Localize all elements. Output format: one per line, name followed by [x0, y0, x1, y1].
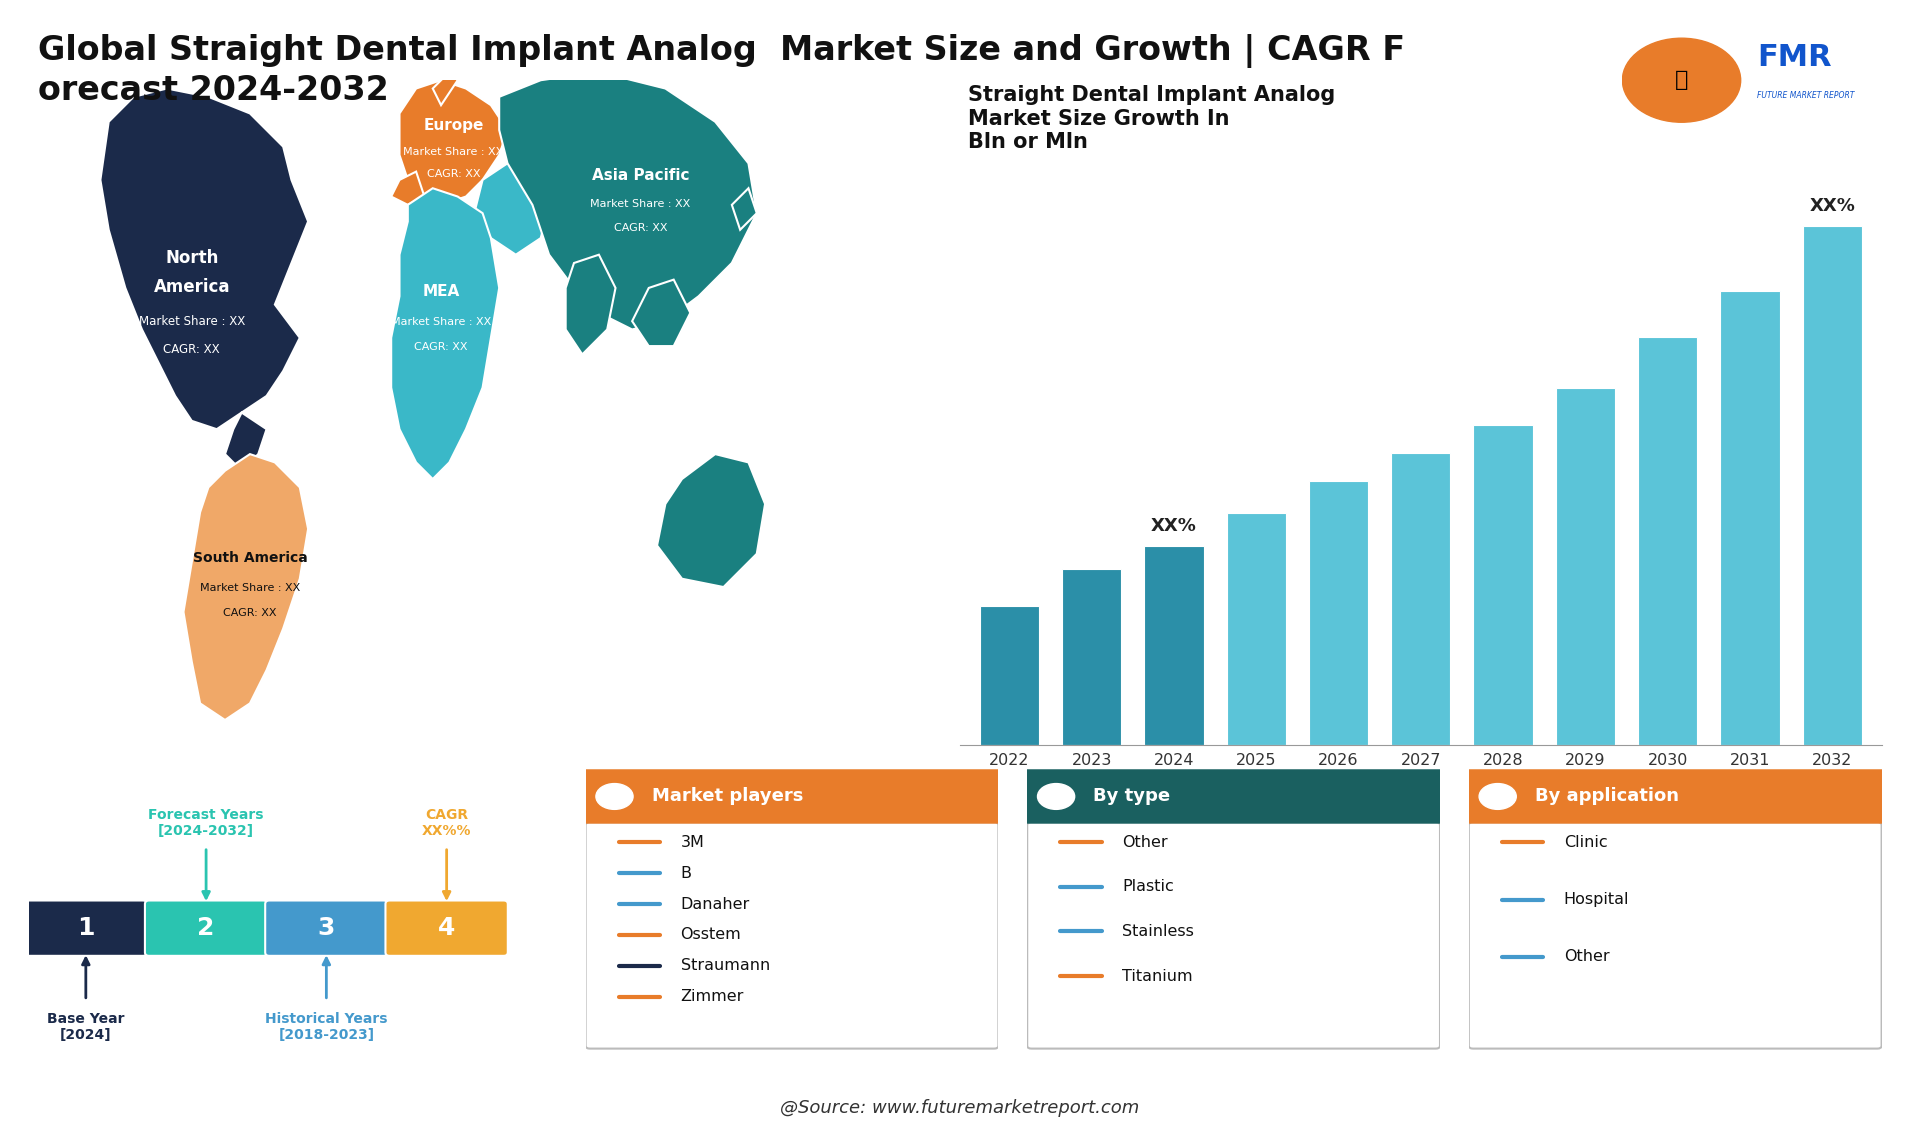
Text: Plastic: Plastic [1121, 879, 1173, 894]
Text: Base Year
[2024]: Base Year [2024] [48, 1012, 125, 1042]
Text: 1: 1 [77, 916, 94, 940]
Text: Other: Other [1563, 949, 1609, 965]
Circle shape [1037, 784, 1075, 809]
Polygon shape [732, 188, 756, 229]
Text: America: America [154, 278, 230, 296]
Text: Market Share : XX: Market Share : XX [200, 583, 300, 594]
Text: Global Straight Dental Implant Analog  Market Size and Growth | CAGR F
orecast 2: Global Straight Dental Implant Analog Ma… [38, 34, 1405, 107]
Text: By application: By application [1534, 787, 1678, 806]
Text: Other: Other [1121, 834, 1167, 850]
Polygon shape [392, 188, 499, 479]
Text: Hospital: Hospital [1563, 892, 1630, 908]
Text: Market Share : XX: Market Share : XX [392, 317, 492, 328]
Bar [1473, 425, 1532, 745]
Polygon shape [184, 454, 307, 720]
Text: 2: 2 [198, 916, 215, 940]
FancyBboxPatch shape [1021, 769, 1446, 824]
Text: Europe: Europe [422, 118, 484, 133]
Text: XX%: XX% [1809, 197, 1855, 215]
Text: Forecast Years
[2024-2032]: Forecast Years [2024-2032] [148, 808, 263, 838]
Bar [1803, 226, 1862, 745]
Bar [1638, 337, 1697, 745]
Text: CAGR: XX: CAGR: XX [415, 343, 468, 352]
Text: 4: 4 [438, 916, 455, 940]
Text: @Source: www.futuremarketreport.com: @Source: www.futuremarketreport.com [780, 1099, 1140, 1117]
Text: Straight Dental Implant Analog
Market Size Growth In
Bln or Mln: Straight Dental Implant Analog Market Si… [968, 86, 1336, 151]
Text: Market Share : XX: Market Share : XX [589, 198, 691, 209]
Text: CAGR
XX%%: CAGR XX%% [422, 808, 472, 838]
FancyBboxPatch shape [1463, 769, 1887, 824]
Text: Danaher: Danaher [680, 896, 751, 911]
Bar [979, 606, 1039, 745]
Polygon shape [657, 454, 764, 587]
Text: Clinic: Clinic [1563, 834, 1607, 850]
Text: By type: By type [1092, 787, 1171, 806]
Text: Market Share : XX: Market Share : XX [138, 315, 246, 328]
Polygon shape [632, 280, 691, 346]
Text: B: B [680, 865, 691, 880]
Bar [1144, 545, 1204, 745]
Polygon shape [499, 72, 756, 329]
Text: XX%: XX% [1150, 517, 1196, 535]
Text: CAGR: XX: CAGR: XX [614, 223, 666, 234]
FancyBboxPatch shape [386, 901, 507, 956]
Polygon shape [432, 72, 457, 105]
Polygon shape [100, 88, 307, 430]
Text: Stainless: Stainless [1121, 924, 1194, 939]
Bar [1062, 568, 1121, 745]
Text: Titanium: Titanium [1121, 968, 1192, 983]
Text: Market Share : XX: Market Share : XX [403, 147, 503, 157]
Text: CAGR: XX: CAGR: XX [426, 170, 480, 180]
Circle shape [1622, 38, 1741, 123]
Text: MEA: MEA [422, 284, 459, 299]
Text: Asia Pacific: Asia Pacific [591, 168, 689, 183]
Bar [1720, 291, 1780, 745]
Polygon shape [225, 413, 267, 471]
Polygon shape [566, 254, 616, 354]
Bar [1555, 387, 1615, 745]
Text: 🔭: 🔭 [1674, 70, 1688, 91]
FancyBboxPatch shape [25, 901, 148, 956]
Circle shape [595, 784, 634, 809]
FancyBboxPatch shape [265, 901, 388, 956]
Bar [1392, 453, 1450, 745]
Text: Straumann: Straumann [680, 958, 770, 973]
Text: 3M: 3M [680, 834, 705, 850]
Text: North: North [165, 249, 219, 267]
Text: FUTURE MARKET REPORT: FUTURE MARKET REPORT [1757, 91, 1855, 100]
Text: Zimmer: Zimmer [680, 989, 743, 1004]
Text: ✂: ✂ [960, 796, 977, 816]
Polygon shape [399, 80, 507, 205]
Text: FMR: FMR [1757, 42, 1832, 72]
FancyBboxPatch shape [144, 901, 267, 956]
Text: Osstem: Osstem [680, 927, 741, 942]
Text: Market players: Market players [651, 787, 803, 806]
Polygon shape [392, 172, 424, 205]
Text: CAGR: XX: CAGR: XX [223, 609, 276, 618]
Polygon shape [474, 164, 549, 254]
Bar [1309, 480, 1369, 745]
Text: CAGR: XX: CAGR: XX [163, 343, 221, 355]
Circle shape [1478, 784, 1517, 809]
Text: 3: 3 [317, 916, 336, 940]
FancyBboxPatch shape [580, 769, 1004, 824]
Text: South America: South America [192, 551, 307, 565]
Bar [1227, 513, 1286, 745]
Text: Historical Years
[2018-2023]: Historical Years [2018-2023] [265, 1012, 388, 1042]
